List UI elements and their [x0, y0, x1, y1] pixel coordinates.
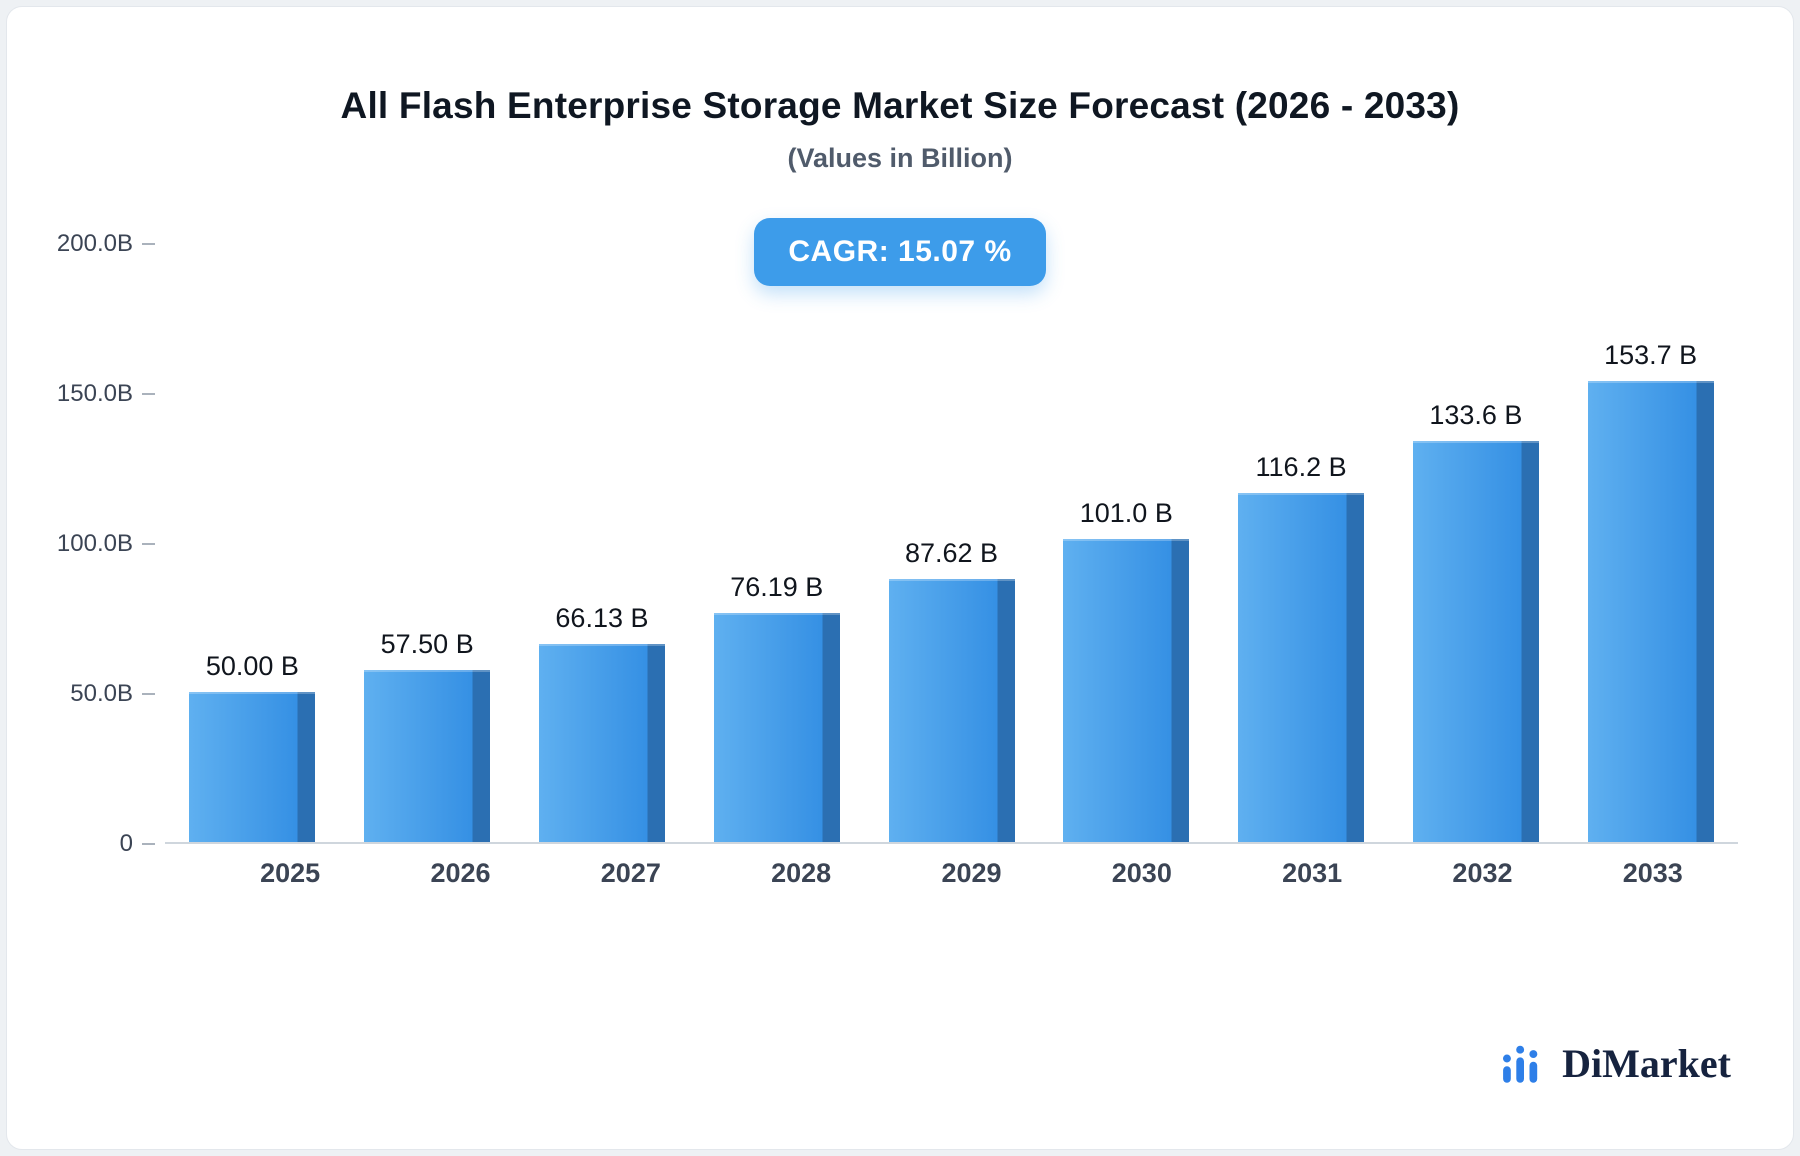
bar — [364, 669, 491, 842]
y-tick-label: 200.0B — [56, 230, 133, 257]
bar-column: 66.13 B — [515, 244, 690, 842]
chart-title: All Flash Enterprise Storage Market Size… — [340, 85, 1460, 126]
bar-column: 101.0 B — [1039, 244, 1214, 842]
y-tick-mark — [142, 243, 155, 245]
value-label: 76.19 B — [730, 572, 824, 603]
bar-column: 153.7 B — [1563, 244, 1738, 842]
y-tick-label: 100.0B — [56, 530, 133, 557]
year-label: 2028 — [771, 858, 832, 888]
bar — [713, 613, 840, 842]
bar — [189, 692, 316, 842]
y-tick-mark — [142, 843, 155, 845]
logo-text: DiMarket — [1562, 1041, 1731, 1086]
value-label: 87.62 B — [904, 538, 999, 569]
year-label: 2033 — [1622, 858, 1683, 888]
year-label: 2031 — [1282, 858, 1343, 888]
bar-chart-icon — [1503, 1045, 1538, 1083]
y-tick-mark — [142, 543, 155, 545]
value-label: 153.7 B — [1604, 339, 1698, 370]
y-tick-label: 150.0B — [56, 380, 133, 407]
bar-column: 133.6 B — [1388, 244, 1563, 842]
value-label: 116.2 B — [1255, 452, 1347, 483]
year-label: 2027 — [600, 858, 661, 888]
cagr-badge: CAGR: 15.07 % — [754, 218, 1046, 286]
bar-column: 76.19 B — [689, 244, 864, 842]
bar — [888, 579, 1015, 842]
bar — [1412, 441, 1539, 842]
bar-column: 50.00 B — [165, 244, 340, 842]
year-label: 2032 — [1452, 858, 1513, 888]
plot-area: 50.00 B 57.50 B 66.13 B 76.19 B 87.62 B 101.0… — [165, 244, 1738, 844]
bars-row: 50.00 B 57.50 B 66.13 B 76.19 B 87.62 B 101.0… — [165, 244, 1738, 842]
year-label: 2029 — [941, 858, 1002, 888]
y-tick-mark — [142, 393, 155, 395]
value-label: 66.13 B — [555, 602, 649, 633]
dimarket-logo: DiMarket — [1498, 1040, 1731, 1087]
y-axis: 0 50.0B 100.0B 150.0B 200.0B — [47, 230, 155, 857]
bar-column: 87.62 B — [864, 244, 1039, 842]
bar-chart: 0 50.0B 100.0B 150.0B 200.0B 50.00 B 57.50 B 6… — [47, 230, 1738, 857]
year-label: 2026 — [430, 858, 491, 888]
y-tick-mark — [142, 693, 155, 695]
value-label: 101.0 B — [1079, 498, 1173, 528]
y-tick-label: 0 — [119, 830, 133, 857]
year-label: 2025 — [260, 858, 321, 888]
bar — [1587, 380, 1714, 842]
bar — [1063, 539, 1190, 842]
y-tick: 100.0B — [57, 530, 155, 558]
bar — [538, 643, 665, 842]
x-axis-labels: 2025 2026 2027 2028 2029 2030 2031 2032 2033 — [205, 858, 1738, 889]
bar-column: 57.50 B — [340, 244, 515, 842]
value-label: 57.50 B — [380, 628, 474, 659]
bar-column: 116.2 B — [1214, 244, 1389, 842]
value-label: 50.00 B — [205, 651, 299, 681]
chart-subtitle: (Values in Billion) — [787, 143, 1013, 173]
year-label: 2030 — [1111, 858, 1172, 888]
chart-card: All Flash Enterprise Storage Market Size… — [6, 6, 1794, 1150]
y-tick: 200.0B — [57, 230, 155, 258]
y-tick-label: 50.0B — [70, 680, 133, 707]
cagr-badge-container: CAGR: 15.07 % — [7, 218, 1793, 286]
bar — [1238, 493, 1365, 842]
value-label: 133.6 B — [1429, 400, 1523, 431]
y-tick: 50.0B — [70, 680, 155, 708]
y-tick: 0 — [120, 830, 155, 858]
y-tick: 150.0B — [57, 380, 155, 408]
